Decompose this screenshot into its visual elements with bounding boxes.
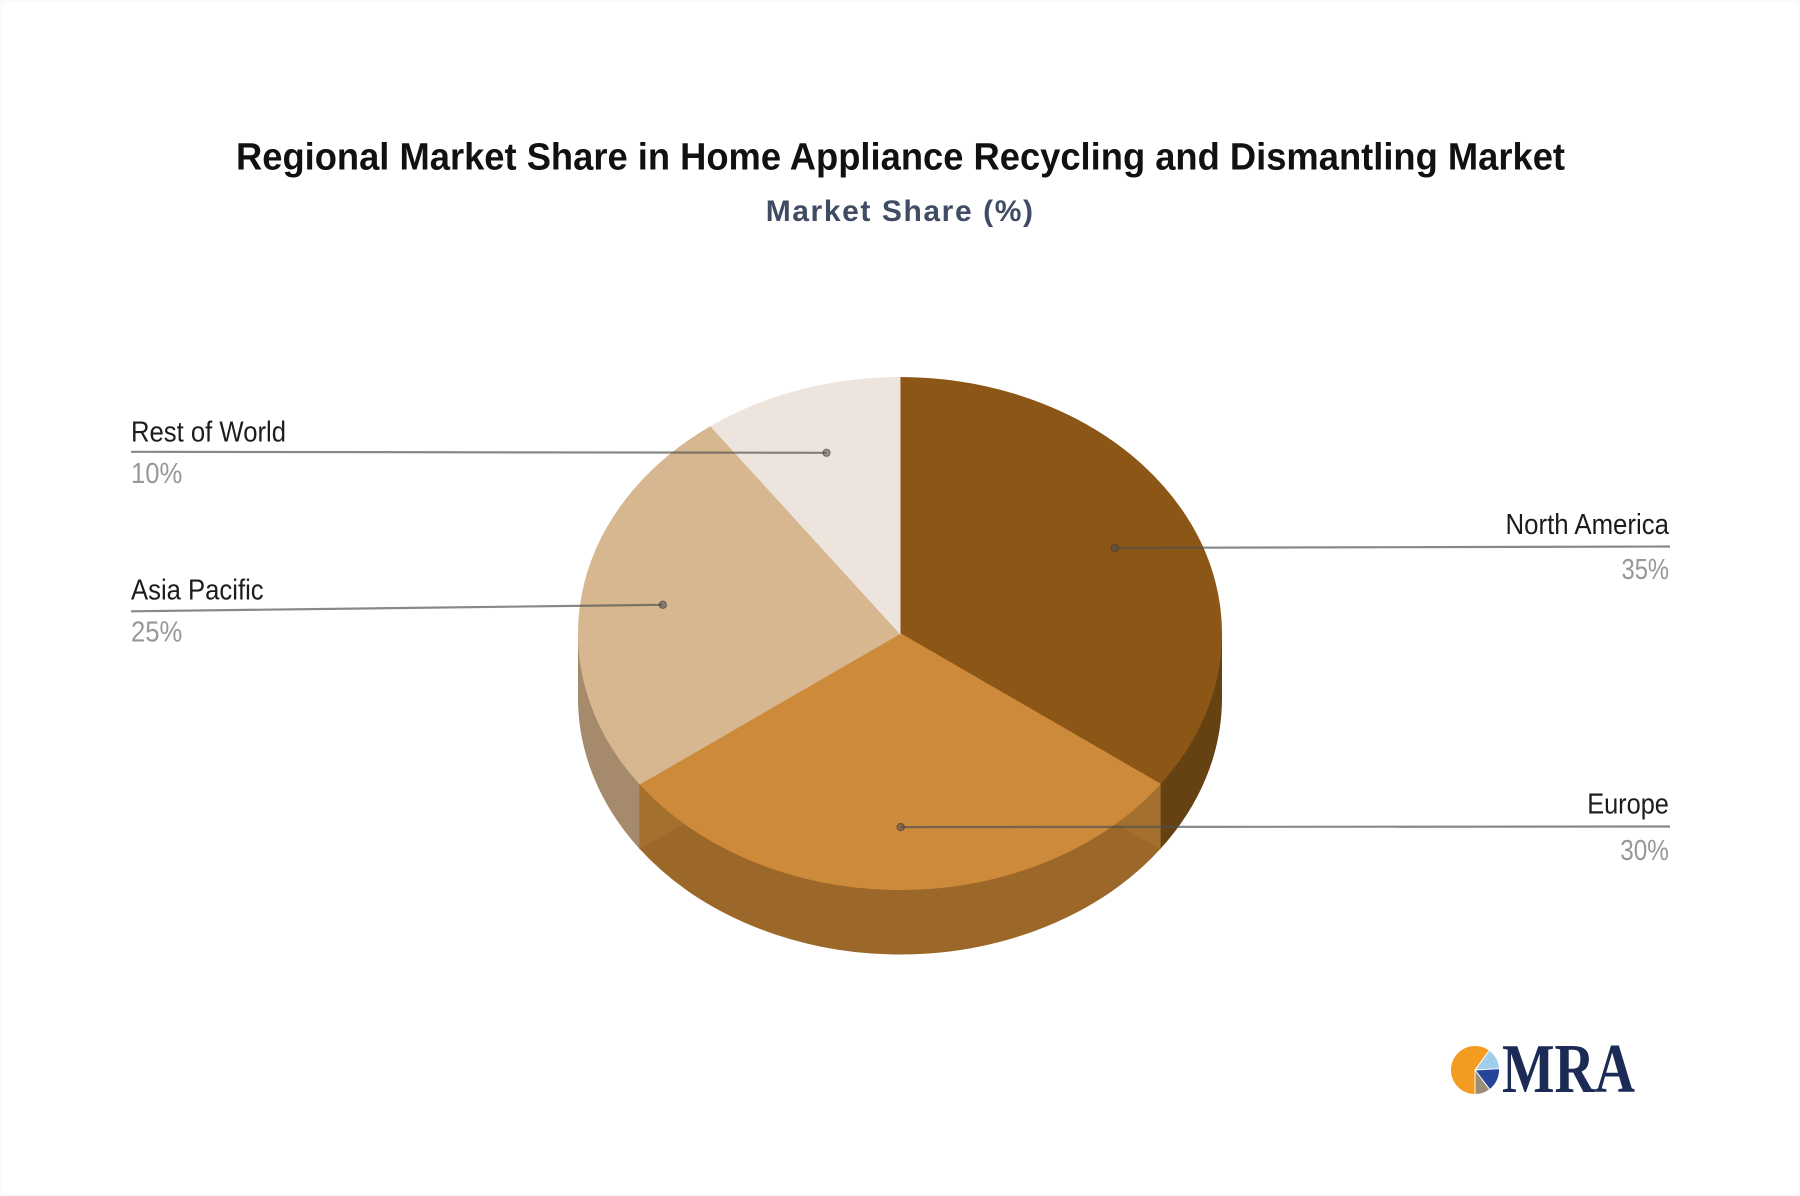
svg-text:25%: 25% [131, 617, 182, 649]
svg-text:Market Share (%): Market Share (%) [766, 195, 1033, 228]
svg-text:MRA: MRA [1502, 1031, 1635, 1108]
svg-text:North America: North America [1506, 509, 1670, 541]
svg-text:10%: 10% [131, 458, 182, 490]
svg-text:Asia Pacific: Asia Pacific [131, 574, 264, 606]
svg-text:Europe: Europe [1587, 789, 1669, 821]
svg-text:30%: 30% [1620, 835, 1669, 867]
svg-text:Regional Market Share in Home: Regional Market Share in Home Appliance … [236, 137, 1565, 179]
svg-text:Rest of World: Rest of World [131, 417, 286, 449]
svg-text:35%: 35% [1622, 554, 1670, 586]
